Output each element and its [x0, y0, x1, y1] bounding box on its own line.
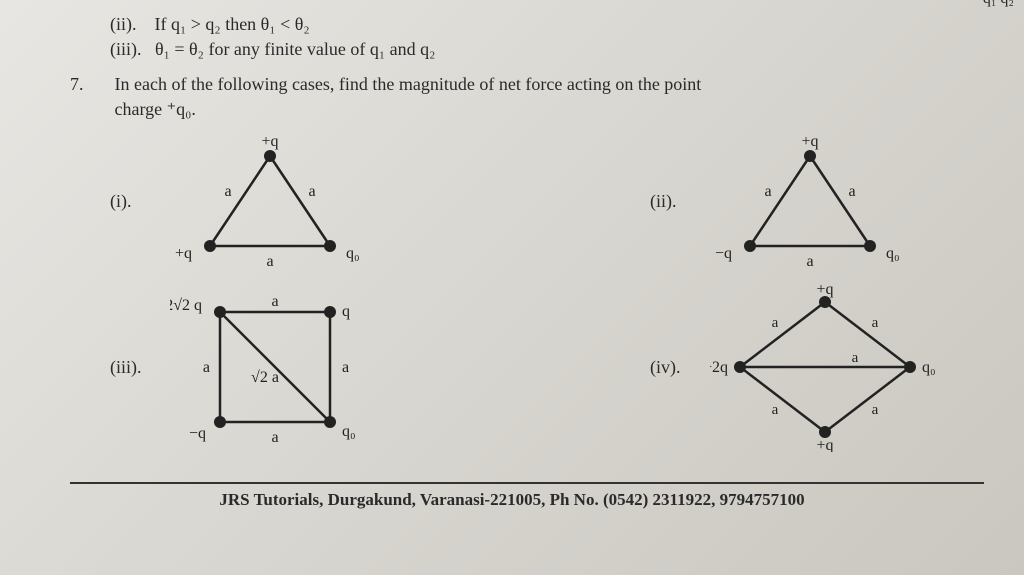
svg-text:a: a — [772, 402, 779, 418]
q7-line1: 7. In each of the following cases, find … — [70, 74, 984, 95]
item-ii: (ii). If q₁ > q₂ then θ₁ < θ₂ — [110, 14, 984, 35]
item-ii-text: If q₁ > q₂ then θ₁ < θ₂ — [155, 14, 310, 34]
item-iii: (iii). θ₁ = θ₂ for any finite value of q… — [110, 39, 984, 60]
svg-text:q₀: q₀ — [342, 423, 356, 440]
label-i: (i). — [110, 191, 170, 212]
svg-text:a: a — [308, 183, 315, 200]
svg-text:a: a — [764, 183, 771, 200]
svg-text:+q: +q — [816, 282, 833, 298]
svg-text:a: a — [852, 350, 859, 366]
q7-number: 7. — [70, 74, 110, 95]
svg-text:+q: +q — [816, 437, 833, 452]
svg-text:a: a — [848, 183, 855, 200]
svg-text:a: a — [872, 402, 879, 418]
item-iii-prefix: (iii). — [110, 39, 142, 59]
footer-text: JRS Tutorials, Durgakund, Varanasi-22100… — [0, 490, 1024, 518]
svg-text:q₀: q₀ — [922, 359, 936, 376]
svg-text:+q: +q — [801, 133, 818, 150]
figure-iii: 2√2 q q −q q₀ a a a a √2 a — [170, 282, 370, 452]
q7-text2: charge ⁺q₀. — [115, 99, 196, 119]
svg-text:a: a — [342, 359, 349, 376]
svg-text:q₀: q₀ — [346, 245, 360, 262]
q7-text1: In each of the following cases, find the… — [115, 74, 702, 94]
q7-line2: charge ⁺q₀. — [70, 99, 984, 120]
svg-text:a: a — [872, 315, 879, 331]
svg-text:−q: −q — [189, 425, 206, 442]
label-iii: (iii). — [110, 357, 170, 378]
figure-i: +q +q q₀ a a a — [170, 126, 370, 276]
svg-text:q₀: q₀ — [886, 245, 900, 262]
svg-text:√2 a: √2 a — [251, 369, 279, 386]
figure-iv: +q +q −2q q₀ a a a a a — [710, 282, 940, 452]
figure-ii: +q −q q₀ a a a — [710, 126, 910, 276]
label-ii: (ii). — [650, 191, 710, 212]
svg-text:a: a — [806, 253, 813, 270]
svg-text:−q: −q — [715, 245, 732, 262]
corner-fragment: q₁ q₂ — [983, 0, 1014, 8]
svg-text:a: a — [772, 315, 779, 331]
svg-text:a: a — [266, 253, 273, 270]
svg-text:a: a — [203, 359, 210, 376]
svg-text:2√2 q: 2√2 q — [170, 297, 202, 314]
svg-text:a: a — [271, 429, 278, 446]
separator — [70, 482, 984, 484]
svg-text:a: a — [224, 183, 231, 200]
item-ii-prefix: (ii). — [110, 14, 137, 34]
svg-text:a: a — [271, 293, 278, 310]
label-iv: (iv). — [650, 357, 710, 378]
svg-text:−2q: −2q — [710, 359, 728, 376]
svg-text:q: q — [342, 303, 350, 320]
svg-text:+q: +q — [261, 133, 278, 150]
svg-text:+q: +q — [175, 245, 192, 262]
item-iii-text: θ₁ = θ₂ for any finite value of q₁ and q… — [155, 39, 435, 59]
